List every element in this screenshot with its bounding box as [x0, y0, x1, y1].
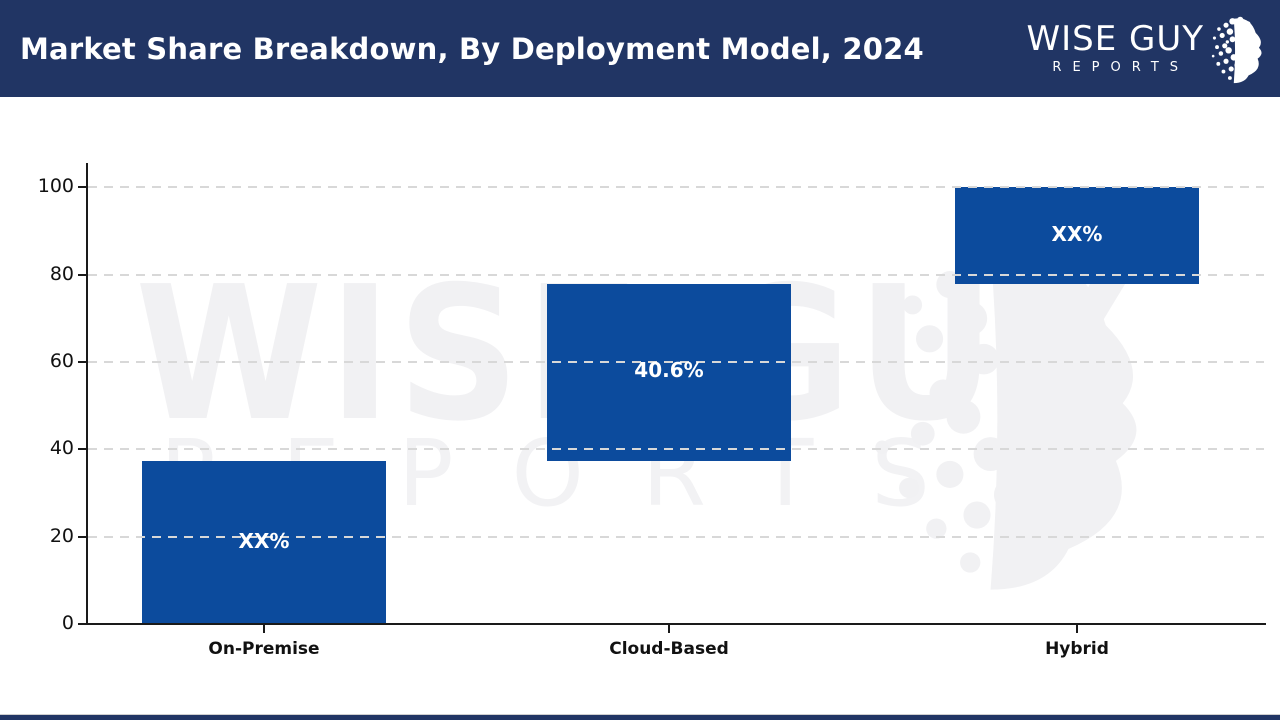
- page-title: Market Share Breakdown, By Deployment Mo…: [20, 31, 924, 66]
- y-axis-tick: [78, 448, 86, 451]
- logo-wordmark: WISE GUY REPORTS: [1026, 22, 1204, 75]
- header-banner: Market Share Breakdown, By Deployment Mo…: [0, 0, 1280, 97]
- gridline: [88, 448, 1264, 451]
- y-axis-tick: [78, 361, 86, 363]
- bar-cloud-based: [547, 283, 791, 462]
- y-axis-tick: [78, 535, 86, 538]
- x-axis-tick: [1076, 625, 1078, 633]
- bar-value-label: 40.6%: [634, 358, 704, 383]
- bar-value-label: XX%: [238, 528, 290, 553]
- x-axis-category-label: Cloud-Based: [609, 639, 729, 659]
- gridline: [88, 535, 1264, 538]
- footer-bar: [0, 715, 1280, 720]
- y-axis-tick-label: 20: [49, 524, 74, 547]
- bar-value-label: XX%: [1051, 221, 1103, 246]
- brand-logo: WISE GUY REPORTS: [1026, 8, 1266, 90]
- y-axis-tick-label: 80: [49, 262, 74, 285]
- y-axis-tick-label: 40: [49, 437, 74, 460]
- logo-reports-text: REPORTS: [1052, 60, 1190, 75]
- x-axis-category-label: On-Premise: [208, 639, 320, 659]
- logo-head-icon: [1211, 16, 1262, 83]
- gridline: [88, 273, 1264, 276]
- y-axis-tick-label: 0: [61, 612, 74, 634]
- y-axis-tick: [78, 623, 86, 625]
- y-axis-tick-label: 100: [37, 175, 74, 198]
- footer-divider: [0, 714, 1280, 715]
- y-axis-spine: [86, 163, 88, 625]
- y-axis-tick-label: 60: [49, 350, 74, 372]
- bar-on-premise: [142, 461, 386, 624]
- gridline: [88, 186, 1264, 189]
- logo-wordmark-text: WISE GUY: [1026, 19, 1204, 59]
- gridline: [88, 361, 1264, 363]
- x-axis-category-label: Hybrid: [1045, 639, 1109, 659]
- y-axis-tick: [78, 186, 86, 189]
- y-axis-tick: [78, 273, 86, 276]
- x-axis-tick: [263, 625, 265, 633]
- x-axis-spine: [86, 623, 1266, 625]
- x-axis-tick: [668, 625, 670, 633]
